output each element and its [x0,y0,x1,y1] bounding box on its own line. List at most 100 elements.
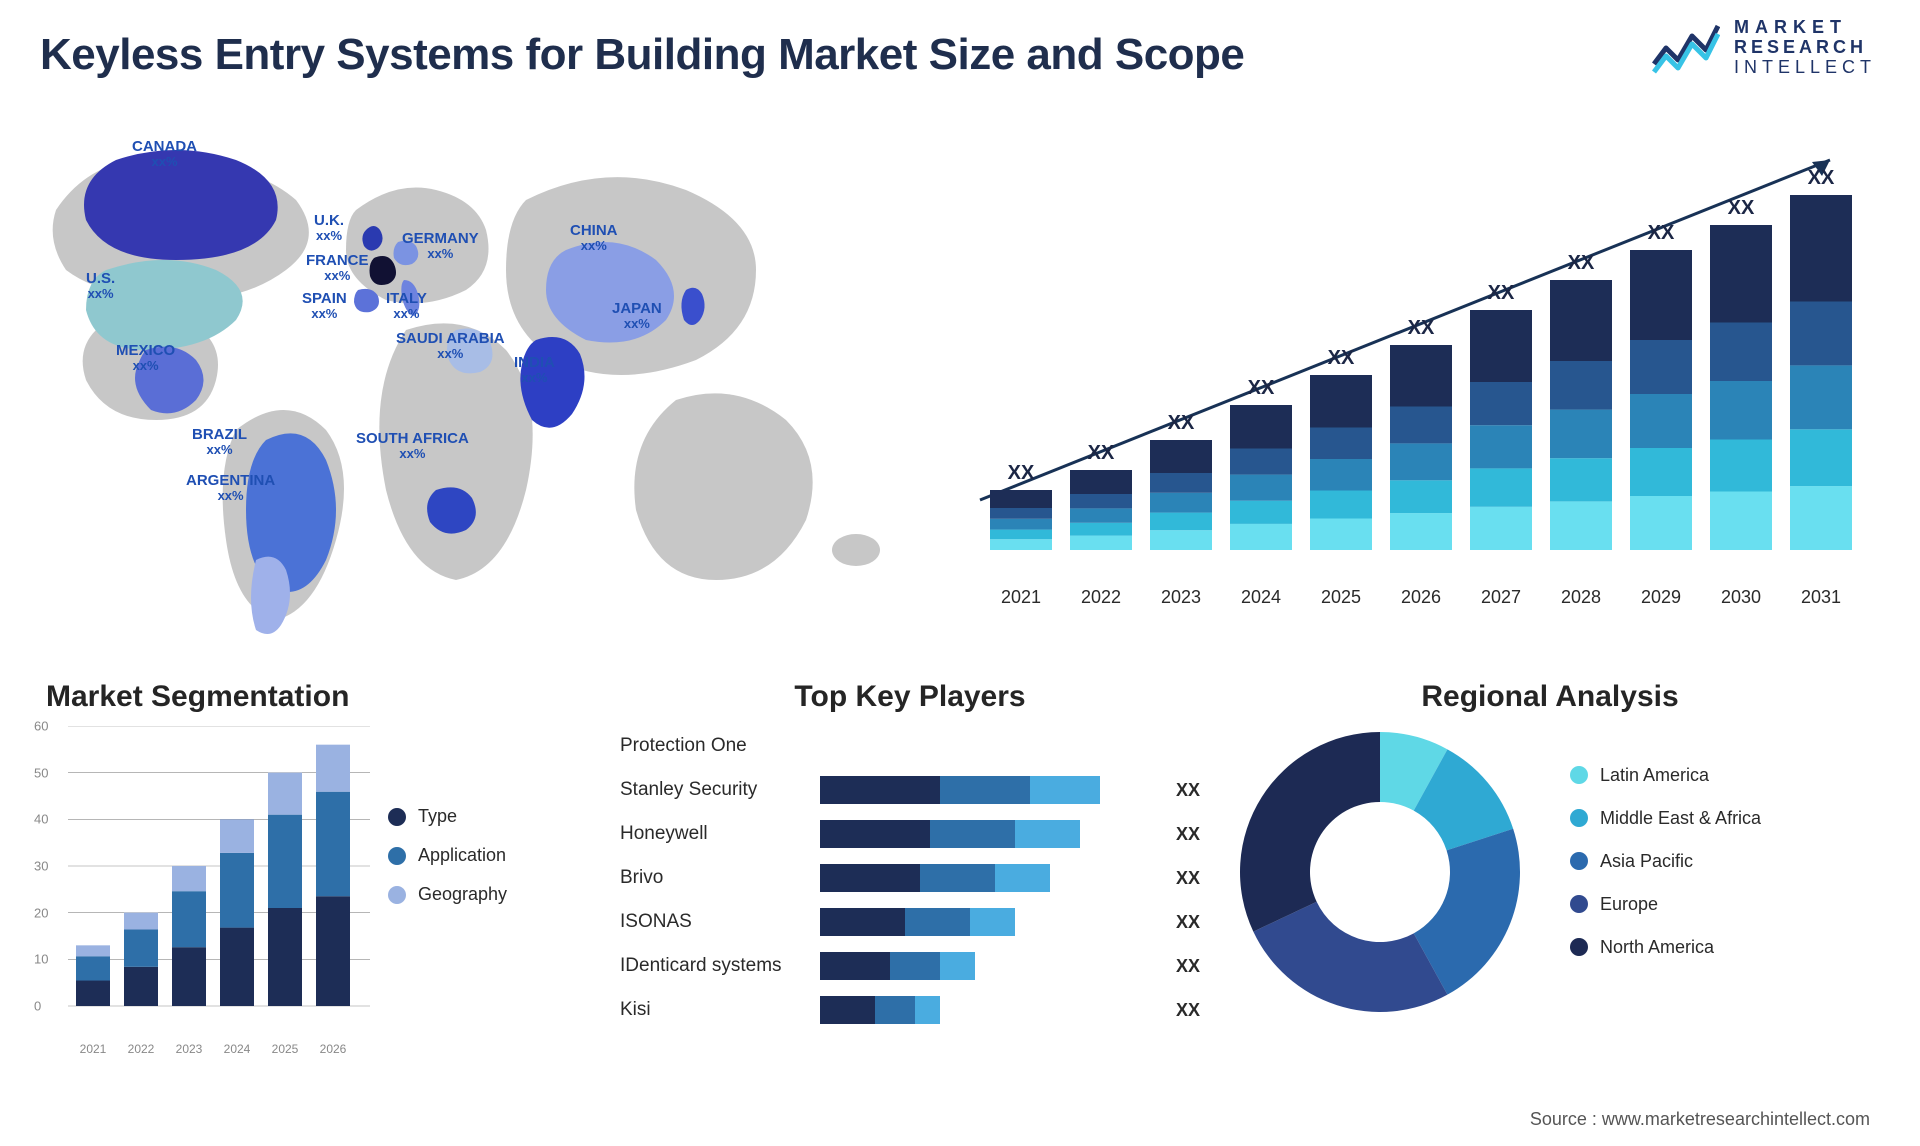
player-bar-segment [915,996,940,1024]
growth-value-label: XX [1808,167,1835,190]
seg-ytick: 10 [34,952,48,967]
growth-value-label: XX [1168,412,1195,435]
player-bar-segment [995,864,1050,892]
players-title: Top Key Players [620,680,1200,714]
map-label: BRAZILxx% [192,426,247,458]
seg-ytick: 50 [34,765,48,780]
player-bar [820,820,1224,848]
legend-label: North America [1600,937,1714,958]
legend-dot-icon [1570,938,1588,956]
player-bar-segment [820,820,930,848]
map-label: MEXICOxx% [116,342,175,374]
player-bar-segment [820,996,875,1024]
growth-value-label: XX [1408,317,1435,340]
player-row: IDenticard systemsXX [620,944,1200,988]
seg-ytick: 20 [34,905,48,920]
player-bar-segment [820,864,920,892]
legend-dot-icon [1570,852,1588,870]
regional-donut [1230,722,1530,1022]
map-label: GERMANYxx% [402,230,479,262]
legend-label: Asia Pacific [1600,851,1693,872]
player-name: Honeywell [620,823,820,845]
player-name: IDenticard systems [620,955,820,977]
segmentation-title: Market Segmentation [46,680,600,714]
legend-dot-icon [388,886,406,904]
growth-value-label: XX [1328,347,1355,370]
seg-year-label: 2023 [176,1042,203,1056]
player-row: HoneywellXX [620,812,1200,856]
map-label: ARGENTINAxx% [186,472,275,504]
legend-item: Asia Pacific [1570,851,1761,872]
map-label: FRANCExx% [306,252,369,284]
map-label: U.K.xx% [314,212,344,244]
players-panel: Top Key Players Protection OneStanley Se… [620,680,1200,1032]
player-bar-segment [875,996,915,1024]
player-bar-segment [930,820,1015,848]
logo-icon [1652,20,1720,76]
seg-year-label: 2024 [224,1042,251,1056]
seg-year-label: 2022 [128,1042,155,1056]
legend-label: Application [418,845,506,866]
legend-item: Europe [1570,894,1761,915]
player-row: Protection One [620,724,1200,768]
brand-logo: MARKET RESEARCH INTELLECT [1652,18,1876,77]
map-label: INDIAxx% [514,354,555,386]
map-label: U.S.xx% [86,270,115,302]
player-bar [820,732,1200,760]
segmentation-legend: Type Application Geography [388,806,507,923]
player-name: Protection One [620,735,820,757]
legend-dot-icon [388,847,406,865]
growth-year-label: 2031 [1801,587,1841,608]
legend-label: Middle East & Africa [1600,808,1761,829]
growth-value-label: XX [1648,222,1675,245]
legend-dot-icon [1570,809,1588,827]
player-row: ISONASXX [620,900,1200,944]
legend-item: North America [1570,937,1761,958]
legend-label: Geography [418,884,507,905]
growth-year-label: 2021 [1001,587,1041,608]
logo-line2: RESEARCH [1734,38,1876,58]
regional-title: Regional Analysis [1230,680,1870,714]
player-row: KisiXX [620,988,1200,1032]
segmentation-panel: Market Segmentation 0102030405060 202120… [40,680,600,1036]
source-text: Source : www.marketresearchintellect.com [1530,1109,1870,1130]
player-bar-segment [820,776,940,804]
segmentation-chart: 0102030405060 202120222023202420252026 [40,726,370,1036]
map-label: SOUTH AFRICAxx% [356,430,469,462]
map-label: CANADAxx% [132,138,197,170]
growth-year-label: 2026 [1401,587,1441,608]
player-bar-segment [940,952,975,980]
logo-line3: INTELLECT [1734,58,1876,78]
player-bar-segment [890,952,940,980]
seg-year-label: 2025 [272,1042,299,1056]
seg-ytick: 0 [34,999,41,1014]
player-bar-segment [820,908,905,936]
legend-label: Latin America [1600,765,1709,786]
growth-year-label: 2023 [1161,587,1201,608]
legend-dot-icon [1570,766,1588,784]
legend-dot-icon [1570,895,1588,913]
growth-value-label: XX [1088,442,1115,465]
player-bar [820,864,1254,892]
legend-item: Geography [388,884,507,905]
growth-year-label: 2022 [1081,587,1121,608]
growth-year-label: 2027 [1481,587,1521,608]
growth-year-label: 2029 [1641,587,1681,608]
map-label: ITALYxx% [386,290,427,322]
player-name: Kisi [620,999,820,1021]
seg-ytick: 60 [34,719,48,734]
legend-item: Type [388,806,507,827]
player-bar-segment [905,908,970,936]
seg-ytick: 40 [34,812,48,827]
growth-value-label: XX [1488,282,1515,305]
regional-legend: Latin America Middle East & Africa Asia Pa… [1570,765,1761,980]
legend-label: Europe [1600,894,1658,915]
player-bar-segment [920,864,995,892]
growth-value-label: XX [1248,377,1275,400]
player-bar-segment [940,776,1030,804]
player-bar-segment [1030,776,1100,804]
map-label: JAPANxx% [612,300,662,332]
player-name: Brivo [620,867,820,889]
seg-year-label: 2021 [80,1042,107,1056]
player-bar [820,776,1204,804]
